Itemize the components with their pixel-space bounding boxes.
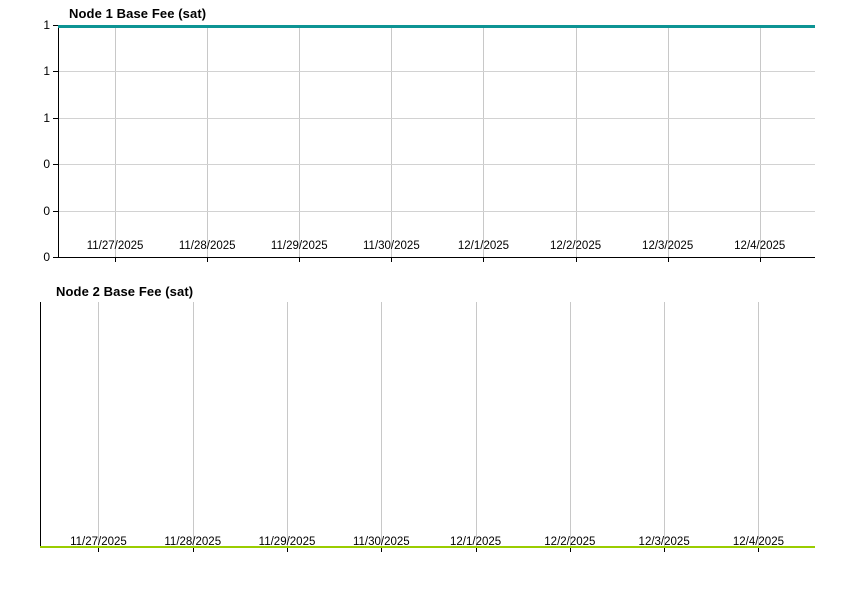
x-axis-tick <box>475 548 477 552</box>
chart-title-node-2: Node 2 Base Fee (sat) <box>56 284 194 299</box>
gridline-vertical <box>758 302 760 548</box>
y-axis-tick <box>53 164 58 166</box>
gridline-vertical <box>569 302 571 548</box>
y-axis-line-node-1 <box>58 25 59 258</box>
x-axis-tick-label: 12/2/2025 <box>544 536 596 548</box>
x-axis-tick-label: 11/27/2025 <box>86 240 144 252</box>
gridline-vertical <box>192 302 194 548</box>
y-axis-tick <box>53 71 58 73</box>
gridline-vertical <box>287 302 289 548</box>
gridline-vertical <box>207 25 209 258</box>
x-axis-tick-label: 12/4/2025 <box>732 536 785 548</box>
gridline-vertical <box>299 25 301 258</box>
x-axis-tick <box>483 258 485 262</box>
x-axis-tick <box>575 258 577 262</box>
y-axis-tick-label: 0 <box>43 157 50 172</box>
x-axis-tick-label: 12/2/2025 <box>549 240 602 252</box>
x-axis-tick-label: 12/3/2025 <box>638 536 690 548</box>
y-axis-tick-label: 0 <box>43 203 50 218</box>
y-axis-tick <box>53 210 58 212</box>
gridline-horizontal <box>58 164 815 166</box>
x-axis-tick-label: 12/3/2025 <box>642 240 694 252</box>
y-axis-tick-label: 0 <box>43 250 50 264</box>
x-axis-tick <box>758 548 760 552</box>
y-axis-tick-label: 1 <box>43 64 50 79</box>
gridline-horizontal <box>58 71 815 73</box>
x-axis-tick <box>98 548 100 552</box>
x-axis-tick-label: 12/1/2025 <box>449 536 502 548</box>
plot-area-node-1: 1 1 1 0 0 0 <box>43 19 815 263</box>
x-axis-tick <box>192 548 194 552</box>
gridline-horizontal <box>58 210 815 212</box>
y-axis-tick <box>53 25 58 26</box>
gridline-vertical <box>575 25 577 258</box>
gridline-vertical <box>664 302 666 548</box>
gridline-vertical <box>381 302 383 548</box>
y-axis-tick-label: 1 <box>43 18 50 32</box>
x-axis-tick-label: 11/30/2025 <box>363 240 420 252</box>
y-axis-tick <box>53 117 58 119</box>
gridline-vertical <box>391 25 393 258</box>
x-axis-tick-label: 11/28/2025 <box>164 536 222 548</box>
x-axis-tick <box>391 258 393 262</box>
y-axis-tick <box>53 257 58 258</box>
x-axis-tick-label: 11/30/2025 <box>352 536 410 548</box>
y-axis-tick-label: 1 <box>43 110 50 125</box>
x-axis-tick <box>299 258 301 262</box>
gridline-vertical <box>483 25 485 258</box>
x-axis-tick-label: 11/28/2025 <box>178 240 236 252</box>
x-axis-tick <box>207 258 209 262</box>
x-axis-tick <box>381 548 383 552</box>
x-axis-line-node-1 <box>58 257 815 258</box>
series-line-node-1 <box>58 25 815 28</box>
gridline-horizontal <box>58 117 815 119</box>
y-axis-line-node-2 <box>40 302 41 548</box>
gridline-vertical <box>115 25 117 258</box>
gridline-vertical <box>98 302 100 548</box>
x-axis-tick <box>569 548 571 552</box>
x-axis-tick <box>115 258 117 262</box>
series-line-node-2 <box>40 546 815 548</box>
x-axis-tick-label: 11/29/2025 <box>258 536 316 548</box>
x-axis-tick <box>667 258 669 262</box>
x-axis-tick-label: 11/27/2025 <box>70 536 127 548</box>
chart-title-node-1: Node 1 Base Fee (sat) <box>69 6 207 21</box>
gridline-vertical <box>759 25 761 258</box>
plot-area-node-2 <box>40 302 815 552</box>
x-axis-tick <box>759 258 761 262</box>
x-axis-tick <box>287 548 289 552</box>
x-axis-tick <box>664 548 666 552</box>
plot-background <box>58 25 815 258</box>
x-axis-tick-label: 12/4/2025 <box>734 240 786 252</box>
x-axis-tick-label: 11/29/2025 <box>270 240 328 252</box>
x-axis-tick-label: 12/1/2025 <box>457 240 510 252</box>
gridline-vertical <box>667 25 669 258</box>
gridline-vertical <box>475 302 477 548</box>
chart-node-2: Node 2 Base Fee (sat) 11/27/2025 11/28/20… <box>0 284 860 600</box>
plot-background <box>40 302 815 548</box>
